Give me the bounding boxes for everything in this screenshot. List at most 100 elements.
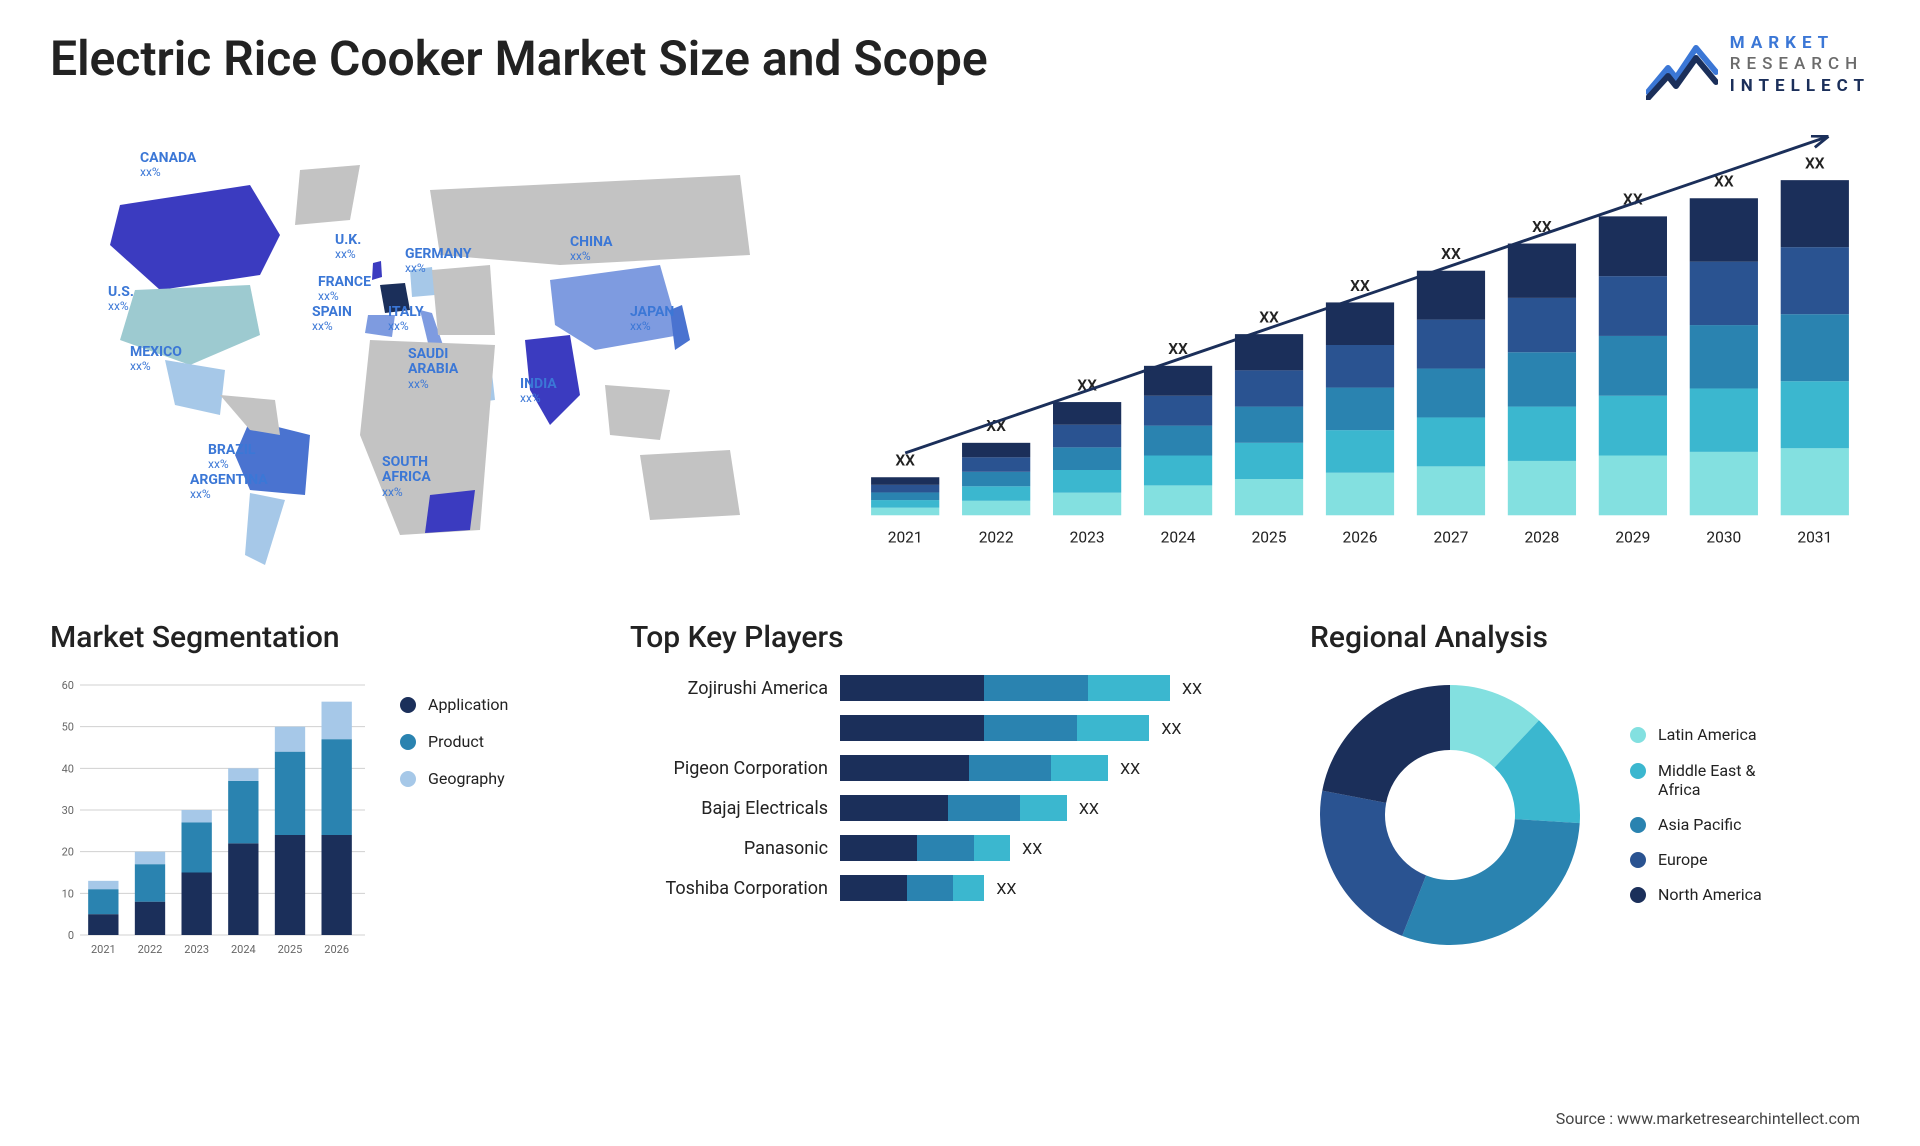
map-label-u-s-: U.S.xx%: [108, 285, 134, 314]
forecast-bar-seg: [962, 457, 1030, 471]
player-bar-seg: [1088, 675, 1171, 701]
world-map-panel: CANADAxx%U.S.xx%MEXICOxx%BRAZILxx%ARGENT…: [50, 135, 810, 575]
player-row: Zojirushi America XX: [630, 675, 1250, 701]
forecast-bar-seg: [1053, 493, 1121, 516]
forecast-bar-seg: [1326, 302, 1394, 345]
forecast-bar-seg: [1508, 407, 1576, 461]
player-label: Pigeon Corporation: [630, 758, 840, 779]
seg-bar-seg: [88, 889, 118, 914]
forecast-bar-value: XX: [1350, 277, 1370, 295]
country-seasia: [605, 385, 670, 440]
forecast-bar-seg: [1417, 369, 1485, 418]
map-label-japan: JAPANxx%: [630, 305, 674, 334]
forecast-category: 2023: [1070, 528, 1105, 546]
forecast-bar-seg: [1599, 276, 1667, 336]
player-label: Zojirushi America: [630, 678, 840, 699]
forecast-bar-seg: [1326, 388, 1394, 431]
player-bar-seg: [840, 835, 917, 861]
forecast-bar-seg: [871, 485, 939, 493]
player-bar-seg: [840, 715, 984, 741]
donut-slice: [1402, 819, 1580, 945]
player-bar: [840, 795, 1067, 821]
forecast-bar-seg: [1417, 466, 1485, 515]
forecast-bar-seg: [871, 508, 939, 516]
forecast-bar-chart: XX2021XX2022XX2023XX2024XX2025XX2026XX20…: [850, 135, 1870, 575]
regional-section: Regional Analysis Latin AmericaMiddle Ea…: [1310, 620, 1870, 965]
forecast-bar-seg: [871, 477, 939, 485]
player-value: XX: [1022, 839, 1042, 858]
segmentation-title: Market Segmentation: [50, 620, 570, 655]
player-value: XX: [1161, 719, 1181, 738]
forecast-bar-seg: [1690, 198, 1758, 261]
seg-legend-label: Application: [428, 695, 508, 714]
forecast-bar-seg: [1235, 443, 1303, 479]
country-greenland: [295, 165, 360, 225]
seg-ytick: 0: [68, 929, 74, 942]
country-argentina: [245, 493, 285, 565]
forecast-bar-seg: [1690, 388, 1758, 451]
player-bar-seg: [917, 835, 974, 861]
forecast-bar-seg: [1235, 479, 1303, 515]
player-value: XX: [1182, 679, 1202, 698]
forecast-bar-seg: [1053, 425, 1121, 448]
forecast-bar-seg: [1417, 320, 1485, 369]
player-bar-seg: [840, 675, 984, 701]
player-label: Bajaj Electricals: [630, 798, 840, 819]
player-value: XX: [996, 879, 1016, 898]
player-bar-seg: [840, 875, 907, 901]
map-label-germany: GERMANYxx%: [405, 247, 472, 276]
seg-bar-seg: [228, 843, 258, 935]
forecast-bar-seg: [1781, 180, 1849, 247]
seg-bar-seg: [135, 902, 165, 935]
forecast-bar-seg: [1417, 271, 1485, 320]
player-bar: [840, 755, 1108, 781]
forecast-bar-seg: [962, 486, 1030, 500]
forecast-bar-seg: [1599, 396, 1667, 456]
brand-logo-icon: [1646, 30, 1718, 100]
regional-donut-chart: [1310, 675, 1590, 955]
seg-bar-seg: [228, 768, 258, 781]
player-row: XX: [630, 715, 1250, 741]
seg-bar-seg: [275, 835, 305, 935]
brand-line2: RESEARCH: [1730, 54, 1870, 75]
forecast-bar-value: XX: [1441, 245, 1461, 263]
player-bar-seg: [974, 835, 1010, 861]
forecast-bar-seg: [871, 500, 939, 508]
country-centralam: [220, 395, 280, 435]
seg-ytick: 30: [62, 804, 74, 817]
forecast-bar-value: XX: [895, 452, 915, 470]
page-title: Electric Rice Cooker Market Size and Sco…: [50, 30, 988, 87]
forecast-bar-seg: [871, 492, 939, 500]
reg-legend-item: Latin America: [1630, 725, 1762, 744]
seg-legend-label: Geography: [428, 769, 505, 788]
forecast-bar-value: XX: [1805, 154, 1825, 172]
forecast-bar-seg: [1599, 456, 1667, 516]
forecast-bar-seg: [1144, 366, 1212, 396]
seg-ytick: 20: [62, 846, 74, 859]
forecast-bar-seg: [1326, 345, 1394, 388]
forecast-category: 2022: [979, 528, 1014, 546]
map-label-south-africa: SOUTHAFRICAxx%: [382, 455, 431, 499]
player-bar: [840, 875, 984, 901]
seg-bar-seg: [135, 852, 165, 865]
forecast-category: 2025: [1252, 528, 1287, 546]
seg-category: 2023: [184, 943, 209, 956]
country-australia: [640, 450, 740, 520]
seg-ytick: 50: [62, 721, 74, 734]
forecast-bar-seg: [962, 501, 1030, 515]
players-title: Top Key Players: [630, 620, 1250, 655]
country-canada: [110, 185, 280, 290]
brand-line1: MARKET: [1730, 33, 1870, 54]
header: Electric Rice Cooker Market Size and Sco…: [50, 30, 1870, 100]
player-bar-seg: [984, 715, 1077, 741]
seg-bar-seg: [322, 739, 352, 835]
reg-legend-swatch: [1630, 852, 1646, 868]
forecast-category: 2026: [1343, 528, 1378, 546]
player-label: Toshiba Corporation: [630, 878, 840, 899]
reg-legend-swatch: [1630, 887, 1646, 903]
forecast-bar-seg: [1417, 417, 1485, 466]
forecast-bar-seg: [1144, 485, 1212, 515]
forecast-bar-seg: [1690, 452, 1758, 515]
forecast-bar-seg: [962, 472, 1030, 486]
player-bar-seg: [1020, 795, 1066, 821]
